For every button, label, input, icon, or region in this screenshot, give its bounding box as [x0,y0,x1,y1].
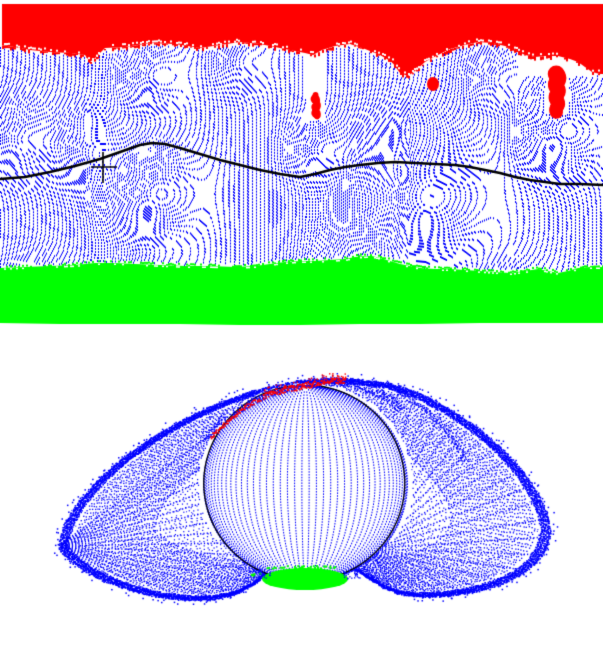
map-projection-canvas [0,0,603,340]
shell-3d-canvas [0,340,603,645]
shell-3d-panel [0,340,603,645]
map-projection-panel [0,0,603,340]
